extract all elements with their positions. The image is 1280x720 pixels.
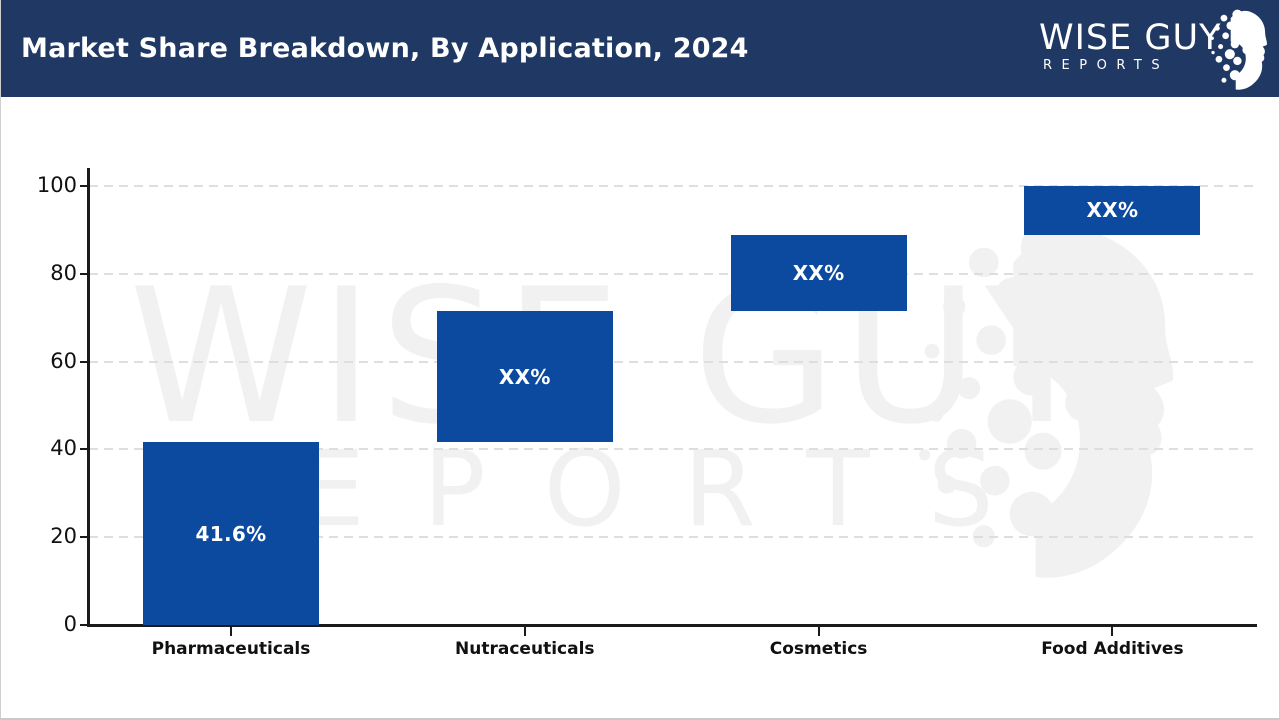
- grid-line: [89, 360, 1257, 363]
- y-axis-tick: [80, 448, 89, 451]
- y-axis-tick: [80, 624, 89, 626]
- bar-value-label: XX%: [1086, 198, 1139, 223]
- bar-value-label: XX%: [498, 364, 551, 389]
- y-axis-tick: [80, 536, 89, 539]
- wise-guy-reports-logo: WISE GUY REPORTS: [1021, 6, 1271, 92]
- watermark-dot-face-logo: [919, 225, 1174, 578]
- bar-food-additives: XX%: [1024, 186, 1201, 235]
- x-category-label: Food Additives: [1041, 639, 1184, 659]
- grid-line: [89, 448, 1257, 451]
- bar-value-label: XX%: [792, 260, 845, 285]
- logo-dot-face-icon: [1210, 9, 1267, 90]
- bar-cosmetics: XX%: [730, 234, 907, 311]
- y-axis-tick: [80, 185, 89, 187]
- header-bar: Market Share Breakdown, By Application, …: [1, 0, 1279, 97]
- x-category-label: Pharmaceuticals: [151, 639, 311, 659]
- grid-line: [89, 185, 1257, 187]
- y-tick-label: 60: [50, 348, 77, 373]
- x-category-label: Nutraceuticals: [455, 639, 595, 659]
- bar-pharmaceuticals: 41.6%: [143, 442, 319, 625]
- y-axis-tick: [80, 360, 89, 363]
- bar-nutraceuticals: XX%: [436, 310, 613, 443]
- y-axis-tick: [80, 272, 89, 275]
- grid-line: [89, 536, 1257, 539]
- y-tick-label: 100: [36, 173, 77, 197]
- x-axis-tick: [523, 626, 526, 636]
- x-axis-tick: [1111, 626, 1114, 636]
- grid-line: [89, 272, 1257, 275]
- x-axis-line: [87, 624, 1257, 627]
- y-tick-label: 80: [50, 260, 77, 285]
- x-axis-tick: [230, 626, 232, 636]
- y-tick-label: 40: [50, 436, 77, 461]
- y-axis-line: [87, 168, 90, 627]
- logo-subtext: REPORTS: [1043, 58, 1170, 73]
- x-category-label: Cosmetics: [769, 639, 868, 659]
- y-tick-label: 0: [63, 612, 77, 636]
- y-tick-label: 20: [50, 524, 77, 549]
- bar-value-label: 41.6%: [195, 521, 267, 546]
- page-title: Market Share Breakdown, By Application, …: [21, 33, 749, 64]
- logo-wordmark: WISE GUY: [1039, 18, 1222, 58]
- x-axis-tick: [817, 626, 820, 636]
